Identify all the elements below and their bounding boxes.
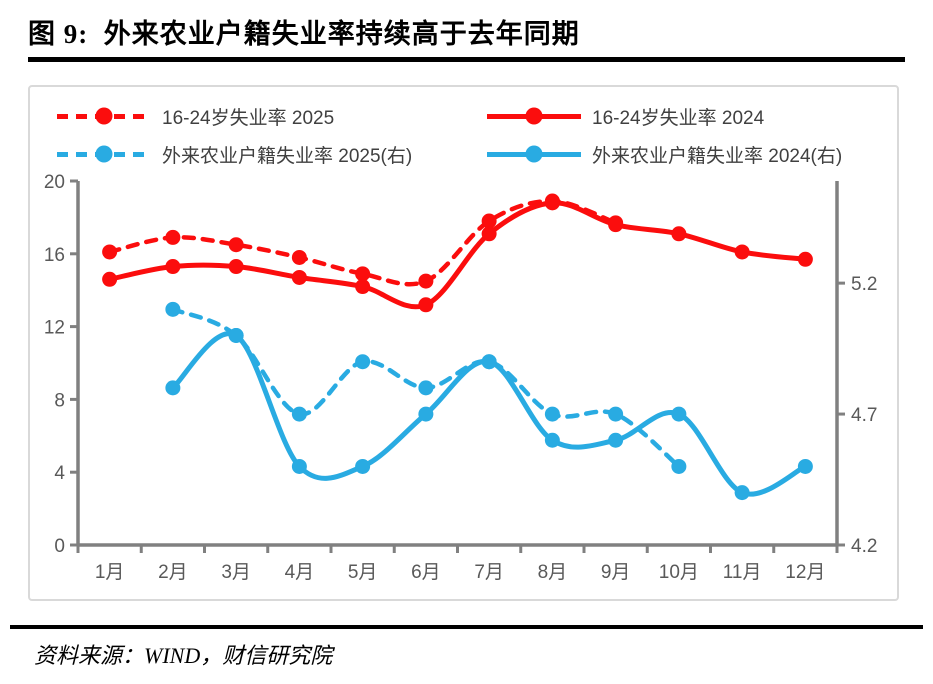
series-2 [165, 301, 687, 474]
legend-solid-red-line-icon [487, 107, 581, 125]
svg-text:4: 4 [54, 463, 65, 484]
legend-item-migrant-2025: 外来农业户籍失业率 2025(右) [57, 143, 413, 167]
legend-blue-dot-icon [95, 145, 113, 163]
svg-text:12月: 12月 [785, 562, 825, 583]
series-1 [102, 195, 813, 313]
chart-card: 0 4 8 12 16 20 1月 2月 3月 4月 5月 6月 7月 8月 9月 10月 11月 12月 4.2 4… [28, 85, 899, 601]
svg-text:10月: 10月 [659, 562, 699, 583]
svg-text:2月: 2月 [158, 562, 188, 583]
svg-text:11月: 11月 [723, 562, 762, 583]
legend-label: 外来农业户籍失业率 2025(右) [162, 145, 413, 167]
legend-red-dot-icon [95, 107, 113, 125]
legend-item-youth-2025: 16-24岁失业率 2025 [57, 105, 335, 129]
legend-blue-dot-icon [525, 145, 543, 163]
title-rule [28, 57, 905, 62]
legend-dashed-blue-line-icon [57, 145, 151, 163]
legend-red-dot-icon [525, 107, 543, 125]
svg-text:1月: 1月 [95, 562, 125, 583]
svg-text:6月: 6月 [411, 562, 441, 583]
svg-text:3月: 3月 [221, 562, 251, 583]
svg-text:4.2: 4.2 [851, 536, 877, 557]
chart-svg: 0 4 8 12 16 20 1月 2月 3月 4月 5月 6月 7月 8月 9月 10月 11月 12月 4.2 4… [44, 172, 878, 583]
svg-text:9月: 9月 [601, 562, 631, 583]
legend-label: 16-24岁失业率 2025 [162, 107, 335, 129]
legend-item-migrant-2024: 外来农业户籍失业率 2024(右) [487, 143, 843, 167]
legend-label: 16-24岁失业率 2024 [592, 107, 765, 129]
svg-text:8月: 8月 [538, 562, 568, 583]
legend-dashed-red-line-icon [57, 107, 151, 125]
legend-label: 外来农业户籍失业率 2024(右) [592, 145, 843, 167]
svg-text:16: 16 [44, 245, 65, 266]
figure-title: 图 9: 外来农业户籍失业率持续高于去年同期 [28, 19, 580, 49]
series-3 [165, 328, 813, 501]
svg-text:0: 0 [54, 536, 65, 557]
footer-rule [10, 625, 923, 629]
svg-text:7月: 7月 [474, 562, 504, 583]
svg-text:20: 20 [44, 172, 65, 193]
svg-text:4.7: 4.7 [851, 405, 877, 426]
svg-text:4月: 4月 [285, 562, 315, 583]
legend-item-youth-2024: 16-24岁失业率 2024 [487, 105, 765, 129]
svg-text:5月: 5月 [348, 562, 378, 583]
source-note: 资料来源：WIND，财信研究院 [34, 643, 333, 668]
legend-solid-blue-line-icon [487, 145, 581, 163]
series-0 [102, 193, 624, 289]
svg-text:12: 12 [44, 318, 65, 339]
svg-text:5.2: 5.2 [851, 274, 877, 295]
axes: 0 4 8 12 16 20 1月 2月 3月 4月 5月 6月 7月 8月 9月 10月 11月 12月 4.2 4… [44, 172, 878, 583]
svg-text:8: 8 [54, 390, 65, 411]
